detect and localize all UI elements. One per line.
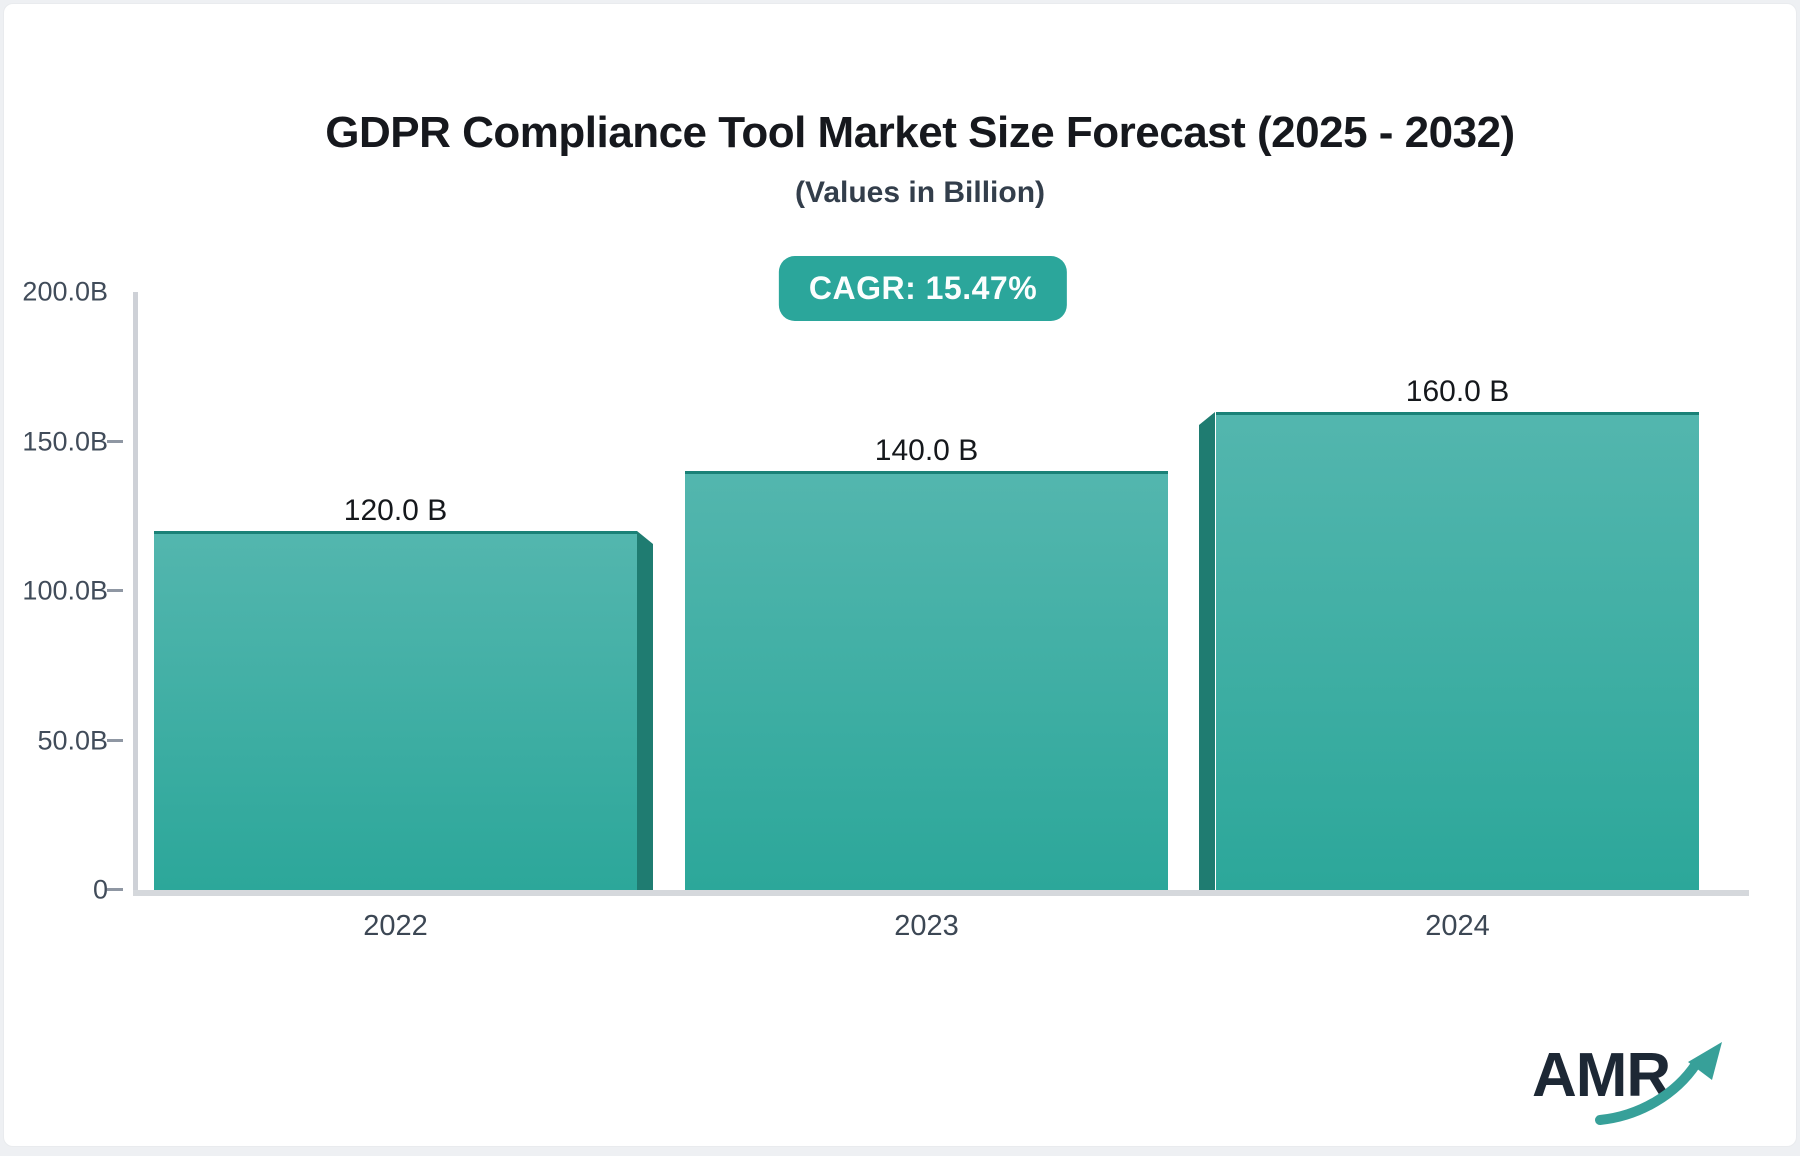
y-axis-tick-label: 100.0B xyxy=(22,575,108,606)
growth-arrow-icon xyxy=(1595,1042,1722,1125)
chart-card: GDPR Compliance Tool Market Size Forecas… xyxy=(3,3,1797,1147)
bar-side-face-2024 xyxy=(1199,412,1215,890)
x-axis-label: 2022 xyxy=(363,910,428,942)
bar-side-face-2022 xyxy=(637,531,653,890)
y-axis-line xyxy=(133,292,138,896)
y-axis-tick-label: 0 xyxy=(92,874,108,905)
y-axis-tick-label: 150.0B xyxy=(22,426,108,456)
cagr-badge: CAGR: 15.47% xyxy=(778,256,1068,321)
chart-title: GDPR Compliance Tool Market Size Forecas… xyxy=(325,108,1515,157)
logo-text: AMR xyxy=(1532,1041,1671,1110)
bar-2022 xyxy=(154,531,637,890)
y-axis-tick-label: 200.0B xyxy=(22,276,108,307)
y-axis-tick-mark xyxy=(107,888,123,891)
y-axis-tick-mark xyxy=(107,439,123,443)
bar-value-label: 120.0 B xyxy=(343,494,448,527)
amr-logo: AMR xyxy=(1532,1036,1732,1126)
x-axis-label: 2023 xyxy=(894,910,959,942)
x-axis-line xyxy=(133,890,1749,896)
x-axis-label: 2024 xyxy=(1425,910,1490,942)
y-axis-tick-mark xyxy=(107,589,123,592)
bar-2024 xyxy=(1216,412,1699,890)
y-axis-tick-mark xyxy=(107,738,123,742)
bar-value-label: 140.0 B xyxy=(874,434,979,467)
chart-subtitle: (Values in Billion) xyxy=(794,176,1046,209)
bar-value-label: 160.0 B xyxy=(1405,375,1510,408)
bar-2023 xyxy=(685,471,1168,890)
y-axis-tick-label: 50.0B xyxy=(37,725,108,755)
